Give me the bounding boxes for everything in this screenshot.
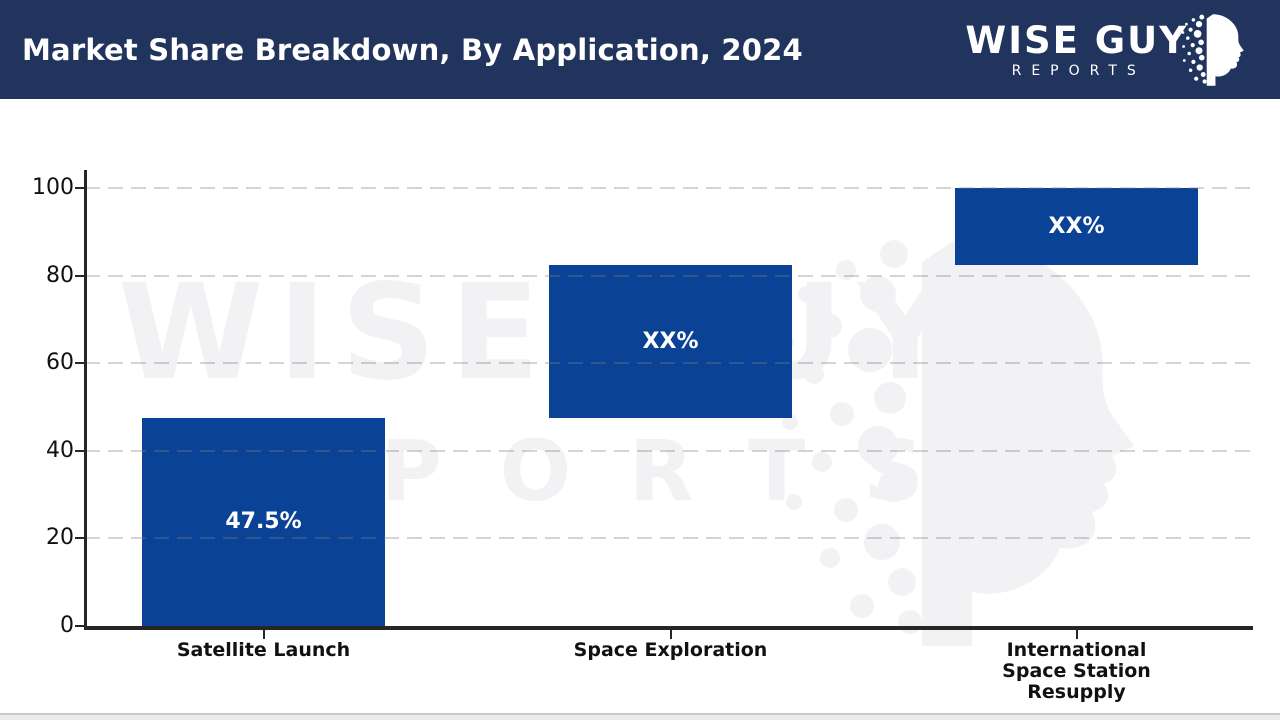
- y-axis-tick-label: 40: [46, 437, 74, 463]
- bar-segment-1: 47.5%: [142, 417, 385, 626]
- x-axis-tick-mark: [1075, 630, 1078, 639]
- wiseguy-logo: WISE GUY REPORTS: [965, 11, 1248, 89]
- gridline-y60: [85, 362, 1253, 365]
- chart-area: WISE GUY REPORTS 0 20 40 60 80 100 47.5% XX% XX%…: [0, 99, 1280, 713]
- logo-text: WISE GUY REPORTS: [965, 22, 1188, 78]
- y-axis-tick-label: 20: [46, 525, 74, 551]
- header-bar: Market Share Breakdown, By Application, …: [0, 0, 1280, 99]
- gridline-y20: [85, 537, 1253, 540]
- y-axis-tick-label: 0: [60, 613, 74, 638]
- page-title: Market Share Breakdown, By Application, …: [22, 32, 803, 67]
- logo-wordmark: WISE GUY: [965, 18, 1188, 62]
- watermark-head-profile-icon: [778, 238, 1134, 646]
- gridline-y80: [85, 274, 1253, 277]
- y-axis-tick-label: 60: [46, 350, 74, 376]
- head-profile-icon: [1181, 13, 1244, 86]
- gridline-y100: [85, 187, 1253, 189]
- y-axis-tick-mark: [75, 187, 84, 189]
- x-axis-tick-mark: [669, 630, 672, 639]
- footer-strip: [0, 713, 1280, 720]
- logo-subtitle: REPORTS: [1011, 62, 1146, 79]
- bar-segment-3: XX%: [955, 188, 1198, 265]
- y-axis-tick-mark: [75, 274, 84, 277]
- y-axis-tick-mark: [75, 449, 84, 452]
- y-axis-tick-label: 100: [32, 175, 74, 200]
- y-axis-spine: [84, 170, 87, 630]
- bar-segment-2: XX%: [549, 264, 792, 418]
- y-axis-tick-label: 80: [46, 262, 74, 288]
- bar-value-label: XX%: [1048, 213, 1105, 239]
- x-axis-tick-mark: [262, 630, 265, 639]
- x-axis-category-label: Space Exploration: [573, 639, 768, 661]
- x-axis-category-label: International Space Station Resupply: [1002, 639, 1151, 703]
- watermark-wordmark: WISE GUY: [118, 256, 968, 410]
- y-axis-tick-mark: [75, 362, 84, 365]
- bar-value-label: XX%: [642, 328, 699, 354]
- y-axis-tick-mark: [75, 537, 84, 540]
- gridline-y40: [85, 449, 1253, 452]
- x-axis-category-label: Satellite Launch: [176, 639, 351, 661]
- x-axis-spine: [84, 626, 1253, 630]
- y-axis-tick-mark: [75, 625, 84, 627]
- bar-value-label: 47.5%: [225, 509, 302, 535]
